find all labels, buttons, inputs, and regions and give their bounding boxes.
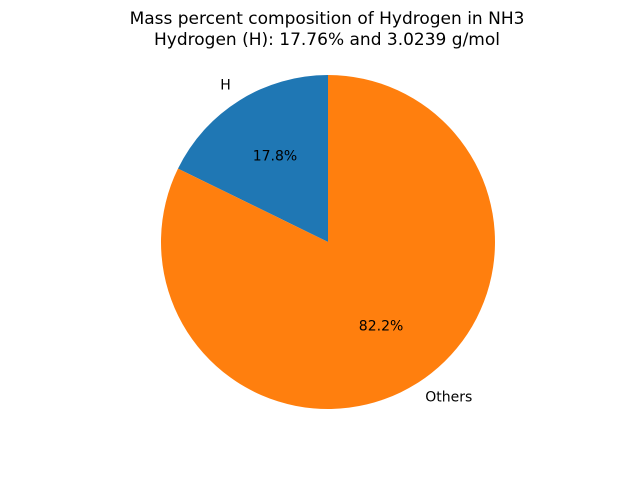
pie-slice-h — [177, 75, 328, 242]
chart-title-line1: Mass percent composition of Hydrogen in … — [129, 9, 525, 29]
chart-title-line2: Hydrogen (H): 17.76% and 3.0239 g/mol — [154, 30, 500, 50]
pie-slice-others — [160, 75, 495, 409]
chart-title: Mass percent composition of Hydrogen in … — [7, 9, 640, 51]
